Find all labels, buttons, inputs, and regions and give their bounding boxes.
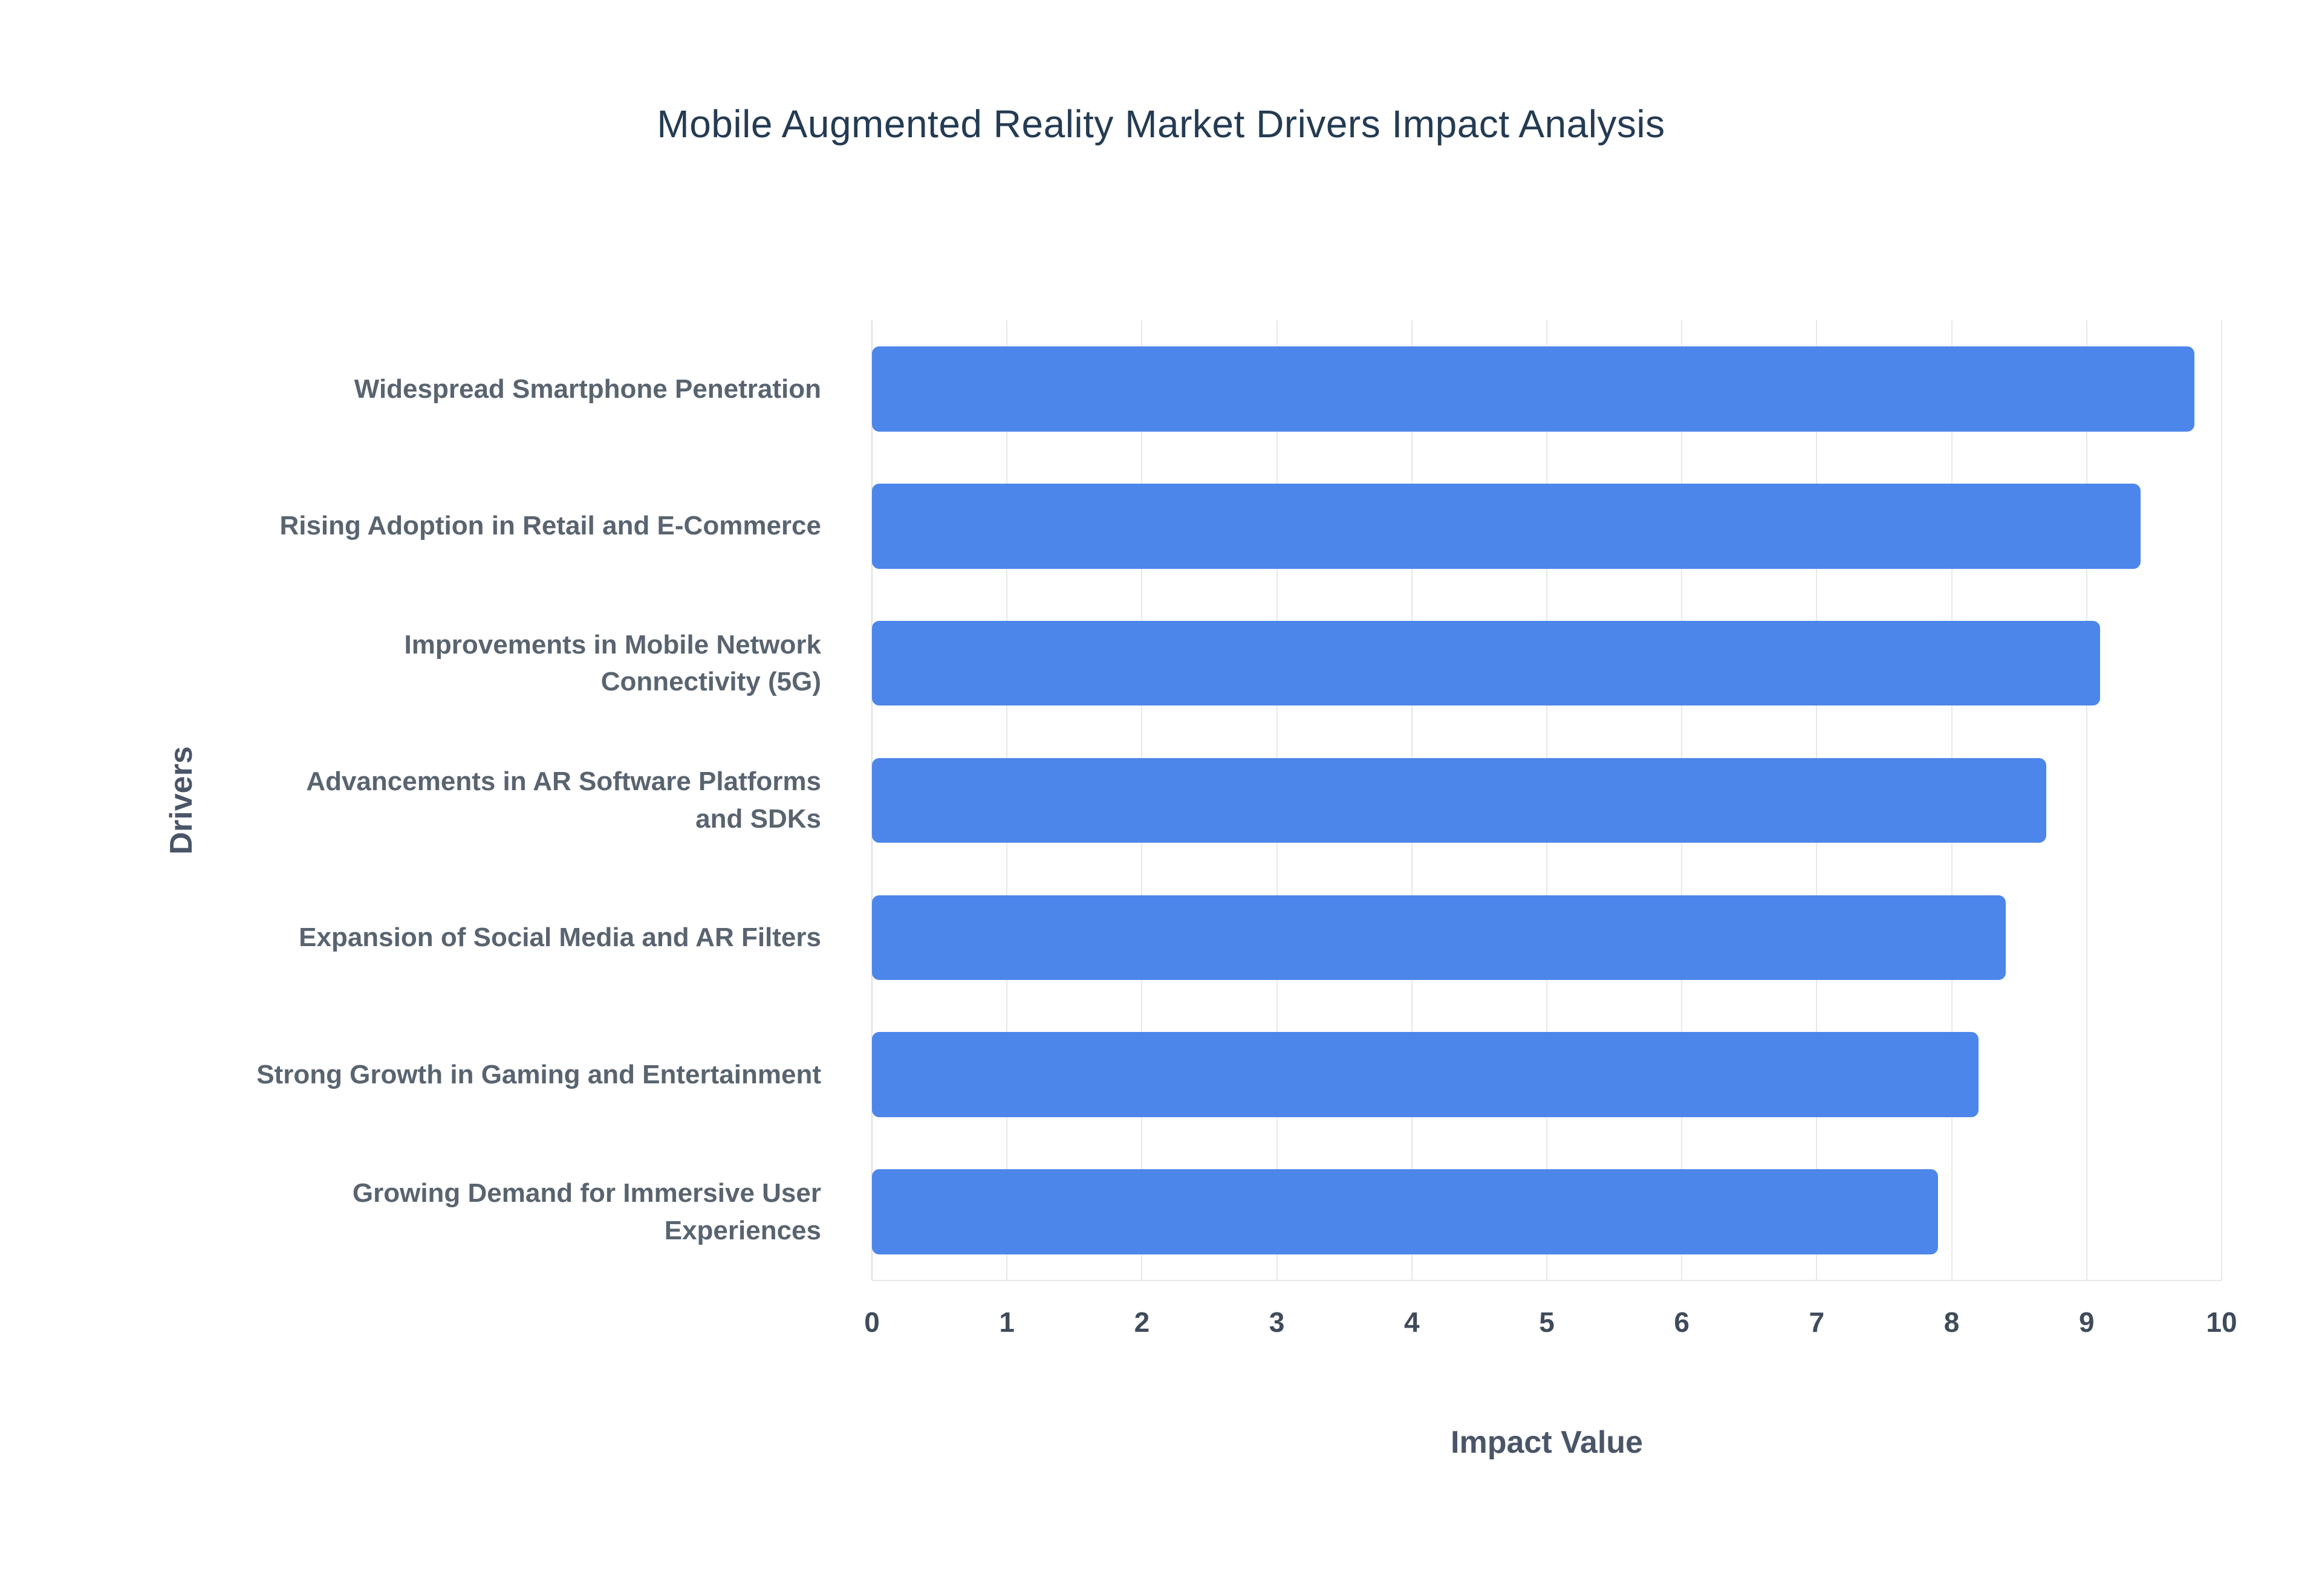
x-tick-label-2: 2 <box>1134 1306 1150 1338</box>
category-label: Growing Demand for Immersive User Experi… <box>352 1178 821 1245</box>
bar-row <box>872 1006 2222 1143</box>
x-tick-label-9: 9 <box>2079 1306 2095 1338</box>
x-tick-label-3: 3 <box>1269 1306 1285 1338</box>
x-axis-title: Impact Value <box>1451 1425 1643 1460</box>
category-label: Expansion of Social Media and AR Filters <box>299 923 821 953</box>
category-labels-column: Widespread Smartphone Penetration Rising … <box>254 320 847 1280</box>
category-label: Improvements in Mobile Network Connectiv… <box>404 629 821 697</box>
gridline-x-9 <box>2086 320 2087 1280</box>
category-label: Strong Growth in Gaming and Entertainmen… <box>256 1059 821 1089</box>
bar <box>872 1032 1979 1118</box>
category-label: Widespread Smartphone Penetration <box>354 374 821 404</box>
x-tick-label-4: 4 <box>1404 1306 1420 1338</box>
gridline-x-10 <box>2221 320 2222 1280</box>
bar-row <box>872 458 2222 595</box>
category-label: Rising Adoption in Retail and E-Commerce <box>279 511 821 541</box>
bar-row <box>872 1143 2222 1280</box>
x-tick-label-8: 8 <box>1943 1306 1960 1338</box>
y-axis-title: Drivers <box>164 746 199 855</box>
x-tick-label-10: 10 <box>2206 1306 2237 1338</box>
x-tick-label-7: 7 <box>1809 1306 1825 1338</box>
bar-series <box>872 320 2222 1280</box>
chart-title: Mobile Augmented Reality Market Drivers … <box>657 102 1665 146</box>
x-tick-label-6: 6 <box>1674 1306 1689 1338</box>
x-axis-ticks: 0 1 2 3 4 5 6 7 8 9 10 <box>864 1280 2237 1338</box>
category-label: Advancements in AR Software Platforms an… <box>306 767 821 834</box>
x-tick-label-1: 1 <box>999 1306 1015 1338</box>
bar <box>872 620 2101 706</box>
x-tick-label-0: 0 <box>864 1306 880 1338</box>
bar <box>872 757 2046 843</box>
bar-row <box>872 869 2222 1006</box>
bar <box>872 483 2141 569</box>
bar <box>872 346 2195 432</box>
bar-row <box>872 595 2222 732</box>
plot-area <box>871 320 2222 1281</box>
bar-row <box>872 320 2222 458</box>
bar <box>872 1169 1939 1254</box>
x-axis-line <box>872 1280 2222 1281</box>
bar <box>872 895 2006 981</box>
bar-row <box>872 732 2222 869</box>
x-tick-label-5: 5 <box>1539 1306 1555 1338</box>
